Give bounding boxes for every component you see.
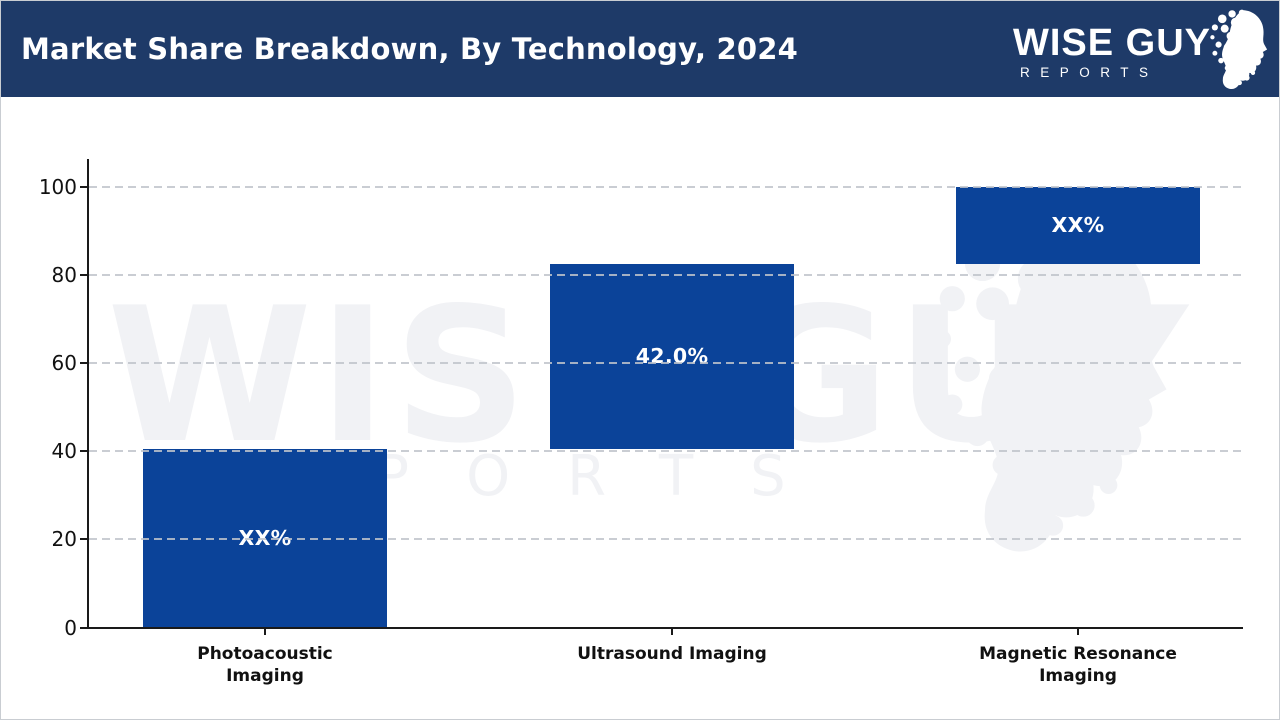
x-axis-category-label: Ultrasound Imaging (577, 644, 767, 664)
bar: 42.0% (550, 263, 794, 449)
y-axis-tick-label: 80 (51, 262, 77, 287)
gridline (89, 361, 1241, 364)
page-title: Market Share Breakdown, By Technology, 2… (21, 32, 799, 66)
x-axis-category-label: Magnetic Resonance Imaging (979, 644, 1177, 687)
y-axis-tick-mark (80, 538, 88, 541)
bar-value-label: XX% (1051, 213, 1105, 238)
y-axis-tick-label: 20 (51, 527, 77, 552)
bar: XX% (956, 186, 1200, 264)
header-bar: Market Share Breakdown, By Technology, 2… (1, 1, 1279, 97)
y-axis-tick-mark (80, 185, 88, 188)
dotted-head-profile-icon (1205, 9, 1269, 95)
gridline (89, 273, 1241, 276)
y-axis-line (87, 159, 89, 628)
chart-region: WISE GUY REPORTS XX%Photoacoustic Imagin… (1, 97, 1280, 721)
logo-wise-guy-text: WISE GUY (1012, 22, 1211, 65)
gridline (89, 538, 1241, 541)
bar: XX% (143, 448, 387, 628)
watermark-face-icon (917, 223, 1169, 576)
gridline (89, 185, 1241, 188)
bar-value-label: XX% (238, 526, 292, 551)
x-axis-tick-mark (671, 629, 673, 635)
logo-text: WISE GUY REPORTS (1012, 22, 1211, 80)
y-axis-tick-label: 40 (51, 439, 77, 464)
y-axis-tick-label: 0 (64, 615, 77, 640)
x-axis-tick-mark (264, 629, 266, 635)
y-axis-tick-mark (80, 273, 88, 276)
x-axis-tick-mark (1077, 629, 1079, 635)
y-axis-tick-mark (80, 361, 88, 364)
y-axis-tick-mark (80, 450, 88, 453)
wise-guy-reports-logo: WISE GUY REPORTS (1013, 9, 1269, 95)
bar-value-label: 42.0% (635, 344, 709, 369)
y-axis-tick-label: 100 (38, 174, 77, 199)
gridline (89, 450, 1241, 453)
x-axis-line (87, 627, 1243, 629)
y-axis-tick-label: 60 (51, 350, 77, 375)
y-axis-tick-mark (80, 626, 88, 629)
logo-reports-text: REPORTS (1019, 64, 1159, 80)
x-axis-category-label: Photoacoustic Imaging (197, 644, 333, 687)
